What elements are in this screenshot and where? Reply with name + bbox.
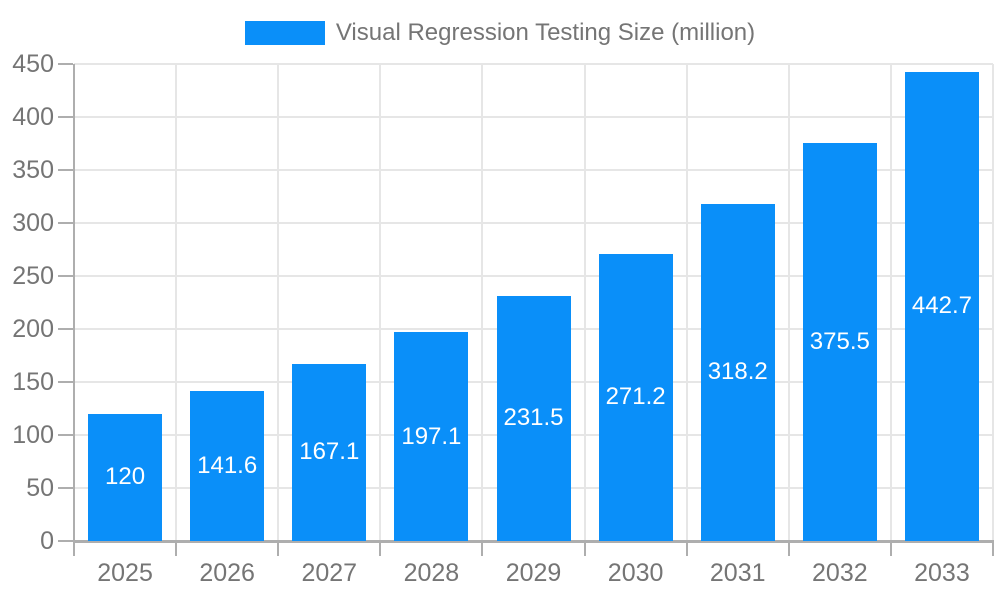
bar-value-label: 271.2 (605, 383, 666, 411)
y-axis-line (73, 64, 75, 541)
y-axis-label: 450 (12, 50, 54, 78)
y-axis-label: 150 (12, 368, 54, 396)
y-axis-tick (58, 540, 73, 542)
y-axis-label: 400 (12, 103, 54, 131)
y-axis-tick (58, 116, 73, 118)
bar-2026: 141.6 (190, 390, 265, 541)
bar-value-label: 442.7 (911, 292, 972, 320)
x-axis-line (73, 540, 994, 543)
x-axis-tick (379, 541, 382, 556)
bar-2028: 197.1 (394, 332, 469, 541)
y-axis-tick (58, 169, 73, 171)
bar-value-label: 141.6 (197, 451, 258, 479)
bar-2031: 318.2 (700, 203, 775, 541)
y-axis-tick (58, 381, 73, 383)
bar-2025: 120 (88, 413, 163, 541)
x-axis-tick (583, 541, 586, 556)
y-gridline (74, 169, 993, 171)
x-gridline (889, 64, 892, 541)
y-axis-tick (58, 63, 73, 65)
x-axis-tick (992, 541, 994, 556)
x-axis-tick (685, 541, 688, 556)
legend-swatch (244, 21, 325, 45)
bar-value-label: 318.2 (707, 358, 768, 386)
x-axis-tick (481, 541, 484, 556)
x-gridline (277, 64, 280, 541)
bar-value-label: 197.1 (401, 422, 462, 450)
x-axis-label-2028: 2028 (403, 559, 460, 587)
x-gridline (481, 64, 484, 541)
y-axis-tick (58, 487, 73, 489)
x-gridline (685, 64, 688, 541)
x-axis-label-2026: 2026 (199, 559, 255, 587)
x-gridline (787, 64, 790, 541)
y-axis-label: 50 (26, 474, 54, 502)
x-gridline (175, 64, 178, 541)
x-axis-label-2033: 2033 (914, 559, 970, 587)
bar-value-label: 231.5 (503, 404, 564, 432)
legend-label: Visual Regression Testing Size (million) (335, 19, 756, 46)
x-axis-tick (787, 541, 790, 556)
x-axis-label-2029: 2029 (505, 559, 562, 587)
x-axis-label-2032: 2032 (812, 559, 868, 587)
y-gridline (74, 63, 993, 65)
bar-value-label: 375.5 (809, 327, 870, 355)
y-axis-label: 0 (40, 527, 54, 555)
bar-2027: 167.1 (292, 363, 367, 541)
bar-value-label: 120 (105, 463, 146, 491)
bar-2030: 271.2 (598, 253, 673, 541)
x-gridline (379, 64, 382, 541)
x-axis-tick (277, 541, 280, 556)
x-axis-tick (175, 541, 178, 556)
y-axis-label: 300 (12, 209, 54, 237)
y-gridline (74, 222, 993, 224)
y-axis-label: 100 (12, 421, 54, 449)
x-axis-label-2031: 2031 (709, 559, 766, 587)
x-axis-label-2025: 2025 (97, 559, 153, 587)
x-gridline (992, 64, 994, 541)
x-axis-tick (889, 541, 892, 556)
x-axis-label-2030: 2030 (607, 559, 664, 587)
y-axis-tick (58, 222, 73, 224)
y-gridline (74, 116, 993, 118)
x-gridline (583, 64, 586, 541)
y-axis-tick (58, 328, 73, 330)
x-axis-tick (73, 541, 75, 556)
bar-2033: 442.7 (904, 71, 979, 541)
chart-legend: Visual Regression Testing Size (million) (0, 19, 1000, 47)
y-axis-label: 350 (12, 156, 54, 184)
bar-value-label: 167.1 (299, 438, 360, 466)
bar-2032: 375.5 (802, 142, 877, 541)
y-gridline (74, 275, 993, 277)
bar-2029: 231.5 (496, 295, 571, 541)
x-axis-label-2027: 2027 (301, 559, 358, 587)
y-axis-label: 200 (12, 315, 54, 343)
y-axis-tick (58, 275, 73, 277)
y-axis-tick (58, 434, 73, 436)
y-axis-label: 250 (12, 262, 54, 290)
